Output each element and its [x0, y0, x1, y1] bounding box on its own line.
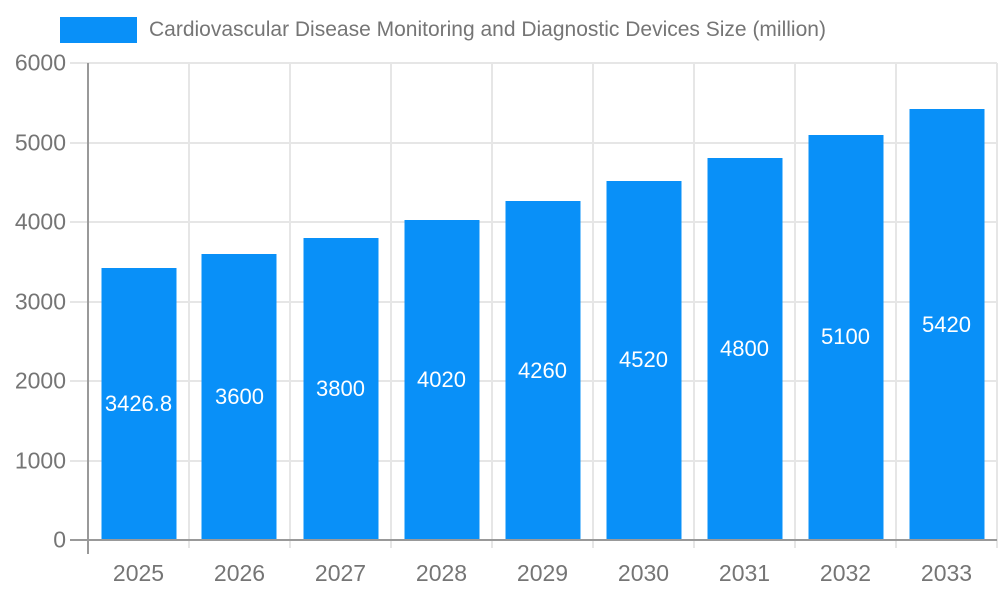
v-gridline: [996, 63, 998, 548]
bar-value-label: 4800: [720, 336, 769, 362]
bar-value-label: 5420: [922, 311, 971, 337]
bar[interactable]: 4020: [404, 220, 479, 540]
bar[interactable]: 3600: [201, 253, 277, 540]
bar-value-label: 3600: [215, 383, 264, 409]
x-tick-label: 2032: [819, 560, 872, 586]
y-tick-label: 1000: [14, 447, 66, 474]
x-axis-labels: 2025 2026 2027 2028 2029 2030 2031 2032 2033: [88, 540, 997, 590]
x-tick-label: 2031: [718, 560, 771, 586]
y-tick-label: 4000: [14, 208, 66, 235]
y-tick-label: 2000: [14, 367, 66, 394]
y-axis-line: [87, 63, 89, 554]
bar-value-label: 3800: [316, 375, 365, 401]
v-gridline: [289, 63, 291, 548]
bar-value-label: 4520: [619, 347, 668, 373]
bar-value-label: 4020: [417, 367, 466, 393]
x-tick-label: 2033: [920, 560, 973, 586]
x-tick-label: 2026: [213, 560, 266, 586]
y-tick-label: 6000: [14, 49, 66, 76]
chart-title: Cardiovascular Disease Monitoring and Di…: [149, 18, 826, 41]
v-gridline: [491, 63, 493, 548]
bar[interactable]: 5420: [909, 109, 984, 540]
v-gridline: [794, 63, 796, 548]
h-gridline: [70, 141, 997, 144]
v-gridline: [389, 63, 392, 548]
bar-value-label: 4260: [518, 357, 567, 383]
y-tick-label: 0: [53, 526, 66, 553]
v-gridline: [692, 63, 695, 548]
bar[interactable]: 4260: [505, 201, 580, 540]
plot-area: 3426.8 3600 3800 4020 4260 4520 4800 5100 5420: [70, 62, 998, 554]
bar[interactable]: 4520: [606, 180, 681, 540]
h-gridline: [70, 62, 997, 64]
bar[interactable]: 3426.8: [101, 267, 176, 540]
bar-value-label: 5100: [821, 324, 870, 350]
v-gridline: [188, 63, 190, 548]
x-tick-label: 2025: [112, 560, 165, 586]
bar[interactable]: 5100: [808, 134, 883, 540]
x-tick-label: 2028: [415, 560, 468, 586]
bar[interactable]: 3800: [303, 237, 378, 540]
legend[interactable]: Cardiovascular Disease Monitoring and Di…: [60, 17, 826, 43]
y-tick-label: 5000: [14, 129, 66, 155]
v-gridline: [895, 63, 897, 548]
y-axis-labels: 0 1000 2000 3000 4000 5000 6000: [0, 50, 66, 553]
x-tick-label: 2027: [314, 560, 367, 586]
bar-value-label: 3426.8: [104, 390, 173, 416]
legend-swatch[interactable]: [60, 17, 137, 43]
bar[interactable]: 4800: [707, 158, 782, 540]
y-tick-label: 3000: [14, 288, 66, 314]
x-tick-label: 2030: [617, 560, 670, 586]
x-axis-baseline: [70, 539, 997, 541]
v-gridline: [592, 63, 594, 548]
x-tick-label: 2029: [516, 560, 569, 586]
